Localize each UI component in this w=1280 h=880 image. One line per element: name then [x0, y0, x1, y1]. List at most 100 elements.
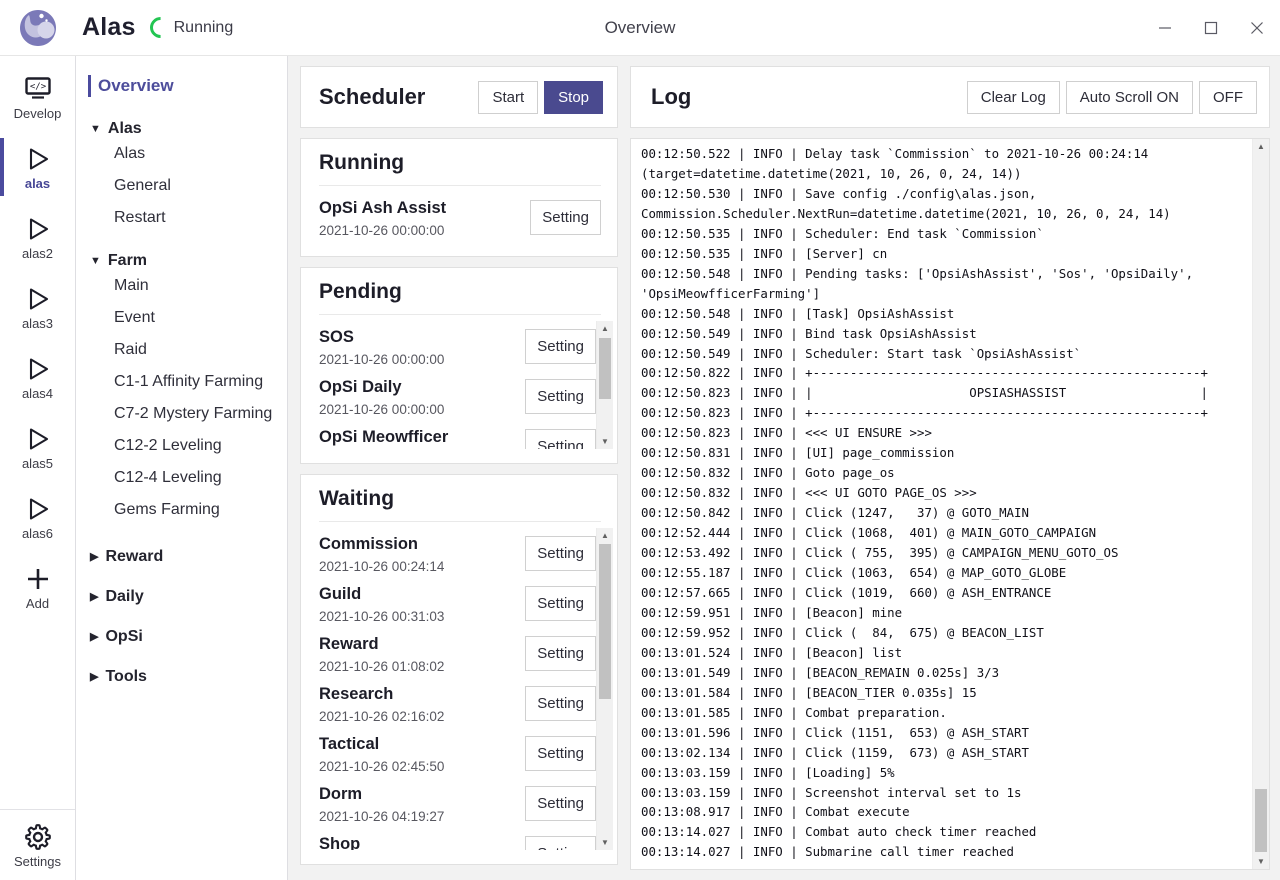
nav-item-raid[interactable]: Raid — [114, 341, 147, 358]
task-setting-button[interactable]: Setting — [525, 536, 596, 571]
task-info: OpSi Daily 2021-10-26 00:00:00 — [319, 377, 525, 417]
caret-icon: ▶ — [90, 590, 99, 603]
nav-item-main[interactable]: Main — [114, 277, 149, 294]
waiting-scroll-up-icon[interactable]: ▲ — [597, 528, 613, 543]
status-label: Running — [173, 18, 234, 36]
pending-card: Pending SOS 2021-10-26 00:00:00 Setting OpS… — [300, 267, 618, 464]
rail-item-alas6[interactable]: alas6 — [0, 482, 75, 552]
nav-item-gems-farming[interactable]: Gems Farming — [114, 501, 220, 518]
log-scroll-up-icon[interactable]: ▲ — [1253, 139, 1269, 154]
auto-scroll-off-button[interactable]: OFF — [1199, 80, 1257, 114]
task-info: SOS 2021-10-26 00:00:00 — [319, 327, 525, 367]
auto-scroll-on-button[interactable]: Auto Scroll ON — [1065, 80, 1193, 114]
task-time: 2021-10-26 04:19:27 — [319, 808, 445, 824]
task-row: Research 2021-10-26 02:16:02 Setting — [319, 678, 596, 728]
task-name: SOS — [319, 328, 354, 346]
nav-item-overview[interactable]: Overview — [76, 70, 287, 102]
log-scroll-thumb[interactable] — [1255, 789, 1267, 852]
stop-button[interactable]: Stop — [544, 80, 603, 114]
nav-item-general[interactable]: General — [114, 177, 171, 194]
nav-group-tools[interactable]: ▶ Tools — [76, 668, 287, 686]
task-setting-button[interactable]: Setting — [525, 586, 596, 621]
pending-scroll-up-icon[interactable]: ▲ — [597, 321, 613, 336]
start-button[interactable]: Start — [478, 80, 539, 114]
nav-item-c1-1-affinity-farming[interactable]: C1-1 Affinity Farming — [114, 373, 264, 390]
nav-item-event[interactable]: Event — [114, 309, 155, 326]
rail-item-alas3[interactable]: alas3 — [0, 272, 75, 342]
rail-items: </> Develop alas alas2 alas3 alas4 alas5 alas6 A… — [0, 56, 75, 622]
waiting-scroll-track[interactable] — [597, 543, 613, 835]
app-logo — [0, 0, 76, 56]
task-setting-button[interactable]: Setting — [525, 429, 596, 449]
window-controls — [1142, 0, 1280, 56]
caret-icon: ▶ — [90, 630, 99, 643]
rail-bottom: Settings — [0, 809, 75, 880]
nav-group-daily[interactable]: ▶ Daily — [76, 588, 287, 606]
pending-scrollbar[interactable]: ▲ ▼ — [596, 321, 613, 449]
caret-icon: ▶ — [90, 670, 99, 683]
nav-item-c12-4-leveling[interactable]: C12-4 Leveling — [114, 469, 222, 486]
log-scrollbar[interactable]: ▲ ▼ — [1252, 139, 1269, 869]
task-info: Reward 2021-10-26 01:08:02 — [319, 634, 525, 674]
close-button[interactable] — [1234, 0, 1280, 56]
rail-item-add[interactable]: Add — [0, 552, 75, 622]
nav-groups: ▼ Alas Alas General Restart ▼ Farm Main Event Rai… — [76, 120, 287, 686]
task-setting-button[interactable]: Setting — [525, 736, 596, 771]
pending-scroll-down-icon[interactable]: ▼ — [597, 434, 613, 449]
task-setting-button[interactable]: Setting — [525, 379, 596, 414]
running-card: Running OpSi Ash Assist 2021-10-26 00:00:… — [300, 138, 618, 257]
rail-item-settings[interactable]: Settings — [0, 810, 75, 880]
waiting-task-list: Commission 2021-10-26 00:24:14 Setting Guil… — [319, 528, 596, 850]
task-row: SOS 2021-10-26 00:00:00 Setting — [319, 321, 596, 371]
task-setting-button[interactable]: Setting — [525, 836, 596, 850]
nav-item-c12-2-leveling[interactable]: C12-2 Leveling — [114, 437, 222, 454]
play-icon — [29, 147, 48, 170]
maximize-button[interactable] — [1188, 0, 1234, 56]
task-info: Commission 2021-10-26 00:24:14 — [319, 534, 525, 574]
rail-item-alas5[interactable]: alas5 — [0, 412, 75, 482]
minimize-icon — [1159, 26, 1171, 29]
task-setting-button[interactable]: Setting — [525, 329, 596, 364]
log-scroll-track[interactable] — [1253, 154, 1269, 854]
nav-item-restart[interactable]: Restart — [114, 209, 166, 226]
nav-group-farm[interactable]: ▼ Farm — [76, 252, 287, 270]
rail-item-alas4[interactable]: alas4 — [0, 342, 75, 412]
pending-scroll-thumb[interactable] — [599, 338, 611, 399]
waiting-scroll-down-icon[interactable]: ▼ — [597, 835, 613, 850]
nav-item-alas[interactable]: Alas — [114, 145, 146, 162]
nav-group-label: OpSi — [105, 628, 143, 645]
rail-item-develop[interactable]: </> Develop — [0, 62, 75, 132]
rail-spacer — [0, 622, 75, 809]
nav-item-c7-2-mystery-farming[interactable]: C7-2 Mystery Farming — [114, 405, 273, 422]
task-info: Shop2021-10-26 05:02:11 — [319, 834, 525, 850]
play-icon — [29, 427, 48, 450]
task-setting-button[interactable]: Setting — [525, 636, 596, 671]
task-row: Dorm 2021-10-26 04:19:27 Setting — [319, 778, 596, 828]
nav-group-reward[interactable]: ▶ Reward — [76, 548, 287, 566]
rail-item-label: Add — [25, 595, 50, 611]
gear-icon — [24, 823, 51, 850]
rail-item-alas[interactable]: alas — [0, 132, 75, 202]
log-scroll-down-icon[interactable]: ▼ — [1253, 854, 1269, 869]
task-setting-button[interactable]: Setting — [525, 686, 596, 721]
rail-item-alas2[interactable]: alas2 — [0, 202, 75, 272]
task-info: OpSi Meowfficer Farming2021-10-26 00:00:… — [319, 427, 525, 449]
nav-group-alas[interactable]: ▼ Alas — [76, 120, 287, 138]
minimize-button[interactable] — [1142, 0, 1188, 56]
task-setting-button[interactable]: Setting — [530, 200, 601, 235]
waiting-scrollbar[interactable]: ▲ ▼ — [596, 528, 613, 850]
waiting-scroll-thumb[interactable] — [599, 544, 611, 699]
title-bar: Alas Running Overview — [0, 0, 1280, 56]
task-setting-button[interactable]: Setting — [525, 786, 596, 821]
task-name: OpSi Meowfficer Farming — [319, 428, 449, 449]
log-title: Log — [651, 84, 692, 109]
pending-scroll-track[interactable] — [597, 336, 613, 434]
task-name: OpSi Ash Assist — [319, 199, 447, 217]
scheduler-column: Scheduler Start Stop Running OpSi Ash As… — [300, 66, 618, 870]
nav-group-opsi[interactable]: ▶ OpSi — [76, 628, 287, 646]
task-info: Tactical 2021-10-26 02:45:50 — [319, 734, 525, 774]
clear-log-button[interactable]: Clear Log — [966, 80, 1060, 114]
main-content: Scheduler Start Stop Running OpSi Ash As… — [288, 56, 1280, 880]
task-name: Guild — [319, 585, 362, 603]
